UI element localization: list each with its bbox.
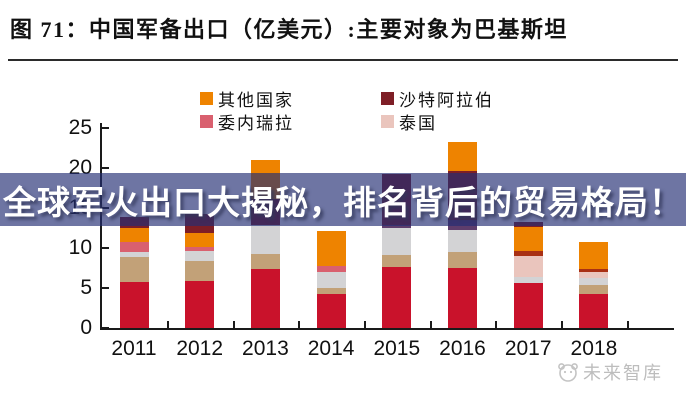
x-tick xyxy=(495,321,498,328)
bar-segment-red xyxy=(250,269,280,328)
bar-segment-tan xyxy=(579,285,609,294)
bar-segment-orange xyxy=(316,231,346,266)
bar-segment-tan xyxy=(316,288,346,295)
x-axis-label-2016: 2016 xyxy=(439,337,486,360)
y-tick xyxy=(102,287,109,289)
bar-segment-tan xyxy=(185,260,215,281)
panda-logo-icon xyxy=(558,363,578,382)
x-tick xyxy=(429,321,432,328)
x-tick xyxy=(363,321,366,328)
bar-segment-thai xyxy=(579,272,609,279)
y-tick xyxy=(102,327,109,329)
bar-segment-orange xyxy=(119,228,149,242)
legend-item-maroon: 沙特阿拉伯 xyxy=(381,90,494,110)
bar-2011 xyxy=(119,216,149,328)
bar-2017 xyxy=(513,221,543,328)
y-tick-label: 0 xyxy=(80,316,92,339)
bar-segment-orange xyxy=(448,141,477,172)
legend-item-thai: 泰国 xyxy=(381,113,437,133)
x-axis-label-2015: 2015 xyxy=(373,337,421,360)
headline-banner-text: 全球军火出口大揭秘，排名背后的贸易格局！ xyxy=(3,183,683,221)
bar-segment-gray xyxy=(513,276,543,283)
bar-segment-purple xyxy=(382,224,412,229)
bar-segment-gray xyxy=(250,224,280,254)
y-tick-label: 10 xyxy=(68,236,92,259)
legend-label-rose: 委内瑞拉 xyxy=(218,113,294,133)
bar-segment-thai xyxy=(513,255,543,277)
y-tick xyxy=(102,247,109,249)
x-axis-label-2014: 2014 xyxy=(307,337,355,360)
watermark: 未来智库 xyxy=(556,359,663,385)
bar-segment-orange xyxy=(513,227,543,252)
bar-segment-red xyxy=(579,293,609,328)
x-axis-label-2017: 2017 xyxy=(504,337,552,360)
y-axis-line xyxy=(100,123,102,330)
bar-segment-red xyxy=(382,266,412,328)
bar-segment-darkred xyxy=(513,251,543,256)
headline-banner: 全球军火出口大揭秘，排名背后的贸易格局！ xyxy=(0,173,686,226)
bar-segment-gray xyxy=(579,278,609,286)
bar-segment-tan xyxy=(448,252,477,269)
x-axis-label-2013: 2013 xyxy=(242,337,289,360)
x-tick xyxy=(626,321,629,328)
legend-swatch-rose xyxy=(200,114,213,128)
y-tick-label: 25 xyxy=(68,116,92,139)
bar-2012 xyxy=(185,213,215,328)
figure-title: 图 71：中国军备出口（亿美元）:主要对象为巴基斯坦 xyxy=(10,17,568,42)
y-tick xyxy=(102,127,109,129)
y-tick xyxy=(102,167,109,169)
x-tick xyxy=(561,321,564,328)
y-tick-label: 5 xyxy=(80,276,92,299)
legend-item-orange: 其他国家 xyxy=(200,90,294,110)
bar-segment-red xyxy=(185,280,215,328)
bar-segment-gray xyxy=(448,230,477,252)
bar-segment-darkred xyxy=(579,269,609,273)
x-axis-label-2012: 2012 xyxy=(176,337,224,360)
legend-label-maroon: 沙特阿拉伯 xyxy=(399,90,494,110)
bar-segment-gray xyxy=(119,252,149,257)
bar-segment-rose xyxy=(185,247,215,252)
bar-segment-red xyxy=(119,281,149,328)
legend-item-rose: 委内瑞拉 xyxy=(200,113,294,133)
x-tick xyxy=(166,321,169,328)
x-axis-label-2011: 2011 xyxy=(111,337,157,360)
legend-swatch-maroon xyxy=(381,91,394,105)
bar-segment-tan xyxy=(382,255,412,267)
x-tick xyxy=(298,321,301,328)
bar-segment-rose xyxy=(119,242,149,252)
bar-segment-orange xyxy=(579,241,609,270)
bar-2014 xyxy=(316,231,346,328)
legend-swatch-thai xyxy=(381,114,394,128)
bar-segment-gray xyxy=(185,251,215,261)
bar-segment-red xyxy=(513,282,543,328)
legend-label-thai: 泰国 xyxy=(399,113,437,133)
x-axis-line xyxy=(100,328,674,330)
bar-2018 xyxy=(579,241,609,328)
x-axis-label-2018: 2018 xyxy=(570,337,618,360)
bar-2016 xyxy=(448,141,477,328)
bar-segment-red xyxy=(316,294,346,328)
bar-segment-tan xyxy=(119,256,149,282)
bar-segment-tan xyxy=(250,253,280,270)
bar-segment-gray xyxy=(382,228,412,256)
bar-segment-rose xyxy=(316,265,346,272)
bar-segment-gray xyxy=(316,272,346,288)
legend-swatch-orange xyxy=(200,91,213,105)
x-tick xyxy=(232,321,235,328)
bar-segment-orange xyxy=(185,232,215,248)
title-divider xyxy=(8,59,678,61)
bar-segment-red xyxy=(448,268,477,328)
watermark-text: 未来智库 xyxy=(583,363,663,383)
legend-label-orange: 其他国家 xyxy=(218,90,294,110)
